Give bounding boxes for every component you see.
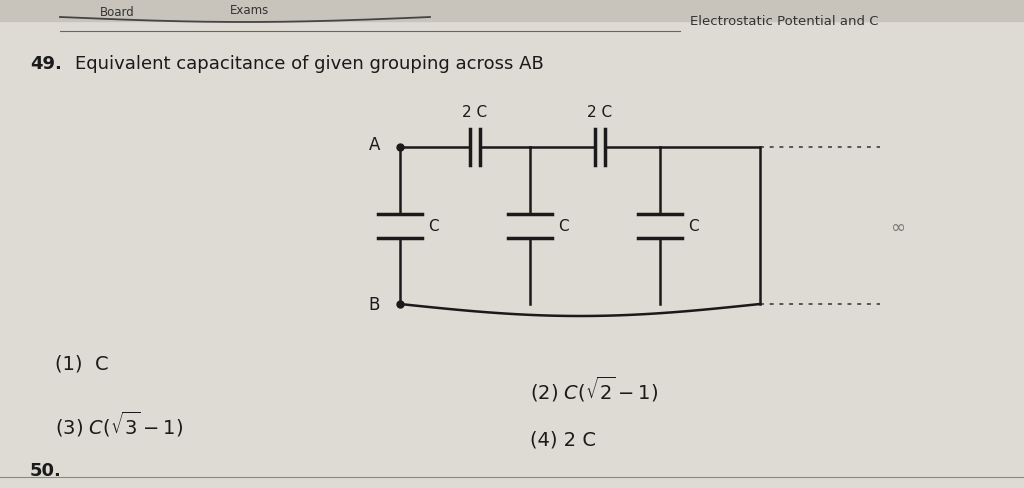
Text: $\infty$: $\infty$ <box>890 217 905 235</box>
Text: 49.: 49. <box>30 55 61 73</box>
Text: Equivalent capacitance of given grouping across AB: Equivalent capacitance of given grouping… <box>75 55 544 73</box>
Text: Electrostatic Potential and C: Electrostatic Potential and C <box>690 15 879 28</box>
Text: A: A <box>369 136 380 154</box>
Text: Exams: Exams <box>230 4 269 17</box>
Text: Board: Board <box>100 6 135 19</box>
Text: 2 C: 2 C <box>588 105 612 120</box>
Text: $(3)\ C(\sqrt{3}-1)$: $(3)\ C(\sqrt{3}-1)$ <box>55 409 183 438</box>
Text: $(2)\ C(\sqrt{2}-1)$: $(2)\ C(\sqrt{2}-1)$ <box>530 374 658 404</box>
Bar <box>0 0 1024 22</box>
Text: C: C <box>558 219 568 234</box>
Text: 2 C: 2 C <box>463 105 487 120</box>
Text: B: B <box>369 295 380 313</box>
Text: 50.: 50. <box>30 461 61 479</box>
Text: (1)  C: (1) C <box>55 354 109 373</box>
Text: C: C <box>428 219 438 234</box>
Text: (4) 2 C: (4) 2 C <box>530 429 596 448</box>
Text: C: C <box>688 219 698 234</box>
